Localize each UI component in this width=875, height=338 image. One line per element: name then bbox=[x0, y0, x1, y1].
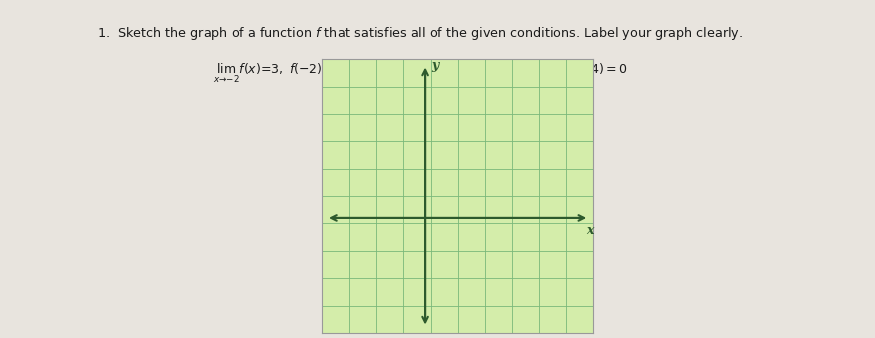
Text: x: x bbox=[586, 224, 594, 237]
Text: y: y bbox=[431, 59, 438, 72]
Text: $\lim_{x \to -2} f(x) = 3,\ f(-2) = 0,\ f(0) = 4,\ \lim_{x \to 0^+} f(x) = 4,\ \: $\lim_{x \to -2} f(x) = 3,\ f(-2) = 0,\ … bbox=[213, 62, 627, 87]
Text: 1.  Sketch the graph of a function $f$ that satisfies all of the given condition: 1. Sketch the graph of a function $f$ th… bbox=[97, 25, 743, 42]
